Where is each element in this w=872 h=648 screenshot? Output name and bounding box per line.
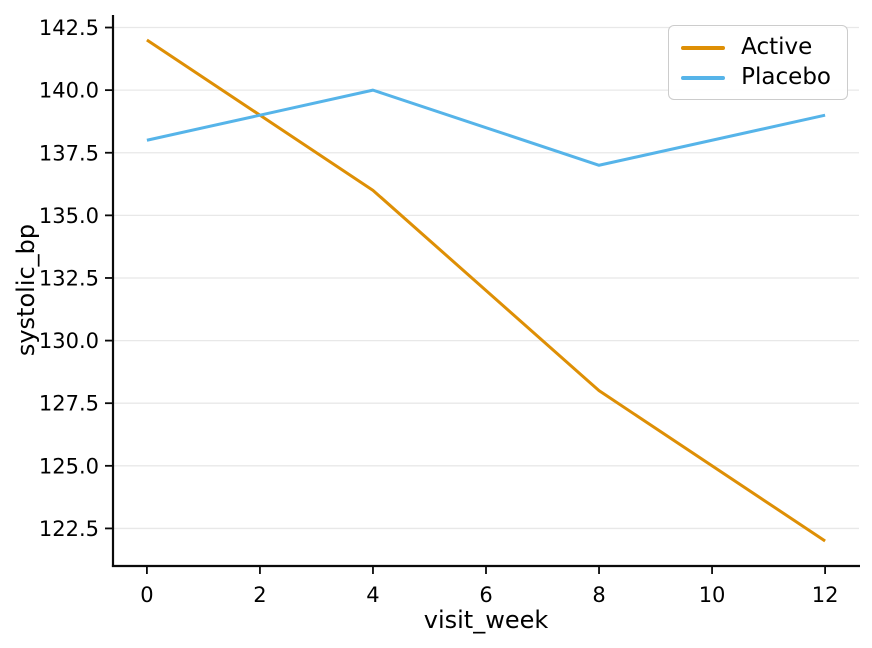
y-tick-label: 135.0	[39, 204, 99, 228]
legend-label-placebo: Placebo	[741, 64, 831, 90]
y-tick-label: 132.5	[39, 266, 99, 290]
x-tick-label: 2	[253, 583, 266, 607]
legend: Active Placebo	[668, 25, 848, 100]
x-tick-label: 0	[140, 583, 153, 607]
legend-label-active: Active	[741, 34, 813, 60]
x-tick-label: 10	[699, 583, 726, 607]
y-axis-label: systolic_bp	[12, 223, 40, 357]
active-line-swatch	[681, 45, 726, 50]
y-tick-label: 140.0	[39, 79, 99, 103]
placebo-line-swatch	[681, 75, 726, 80]
legend-item-active: Active	[681, 35, 831, 60]
legend-item-placebo: Placebo	[681, 65, 831, 90]
x-tick-label: 4	[366, 583, 379, 607]
y-tick-label: 142.5	[39, 16, 99, 40]
x-tick-label: 6	[479, 583, 492, 607]
x-tick-label: 12	[812, 583, 839, 607]
line-placebo	[146, 88, 826, 167]
x-axis-label: visit_week	[423, 606, 549, 634]
x-tick-label: 8	[592, 583, 605, 607]
y-tick-label: 122.5	[39, 517, 99, 541]
y-tick-label: 127.5	[39, 392, 99, 416]
y-tick-label: 130.0	[39, 329, 99, 353]
y-tick-label: 125.0	[39, 454, 99, 478]
y-tick-label: 137.5	[39, 141, 99, 165]
